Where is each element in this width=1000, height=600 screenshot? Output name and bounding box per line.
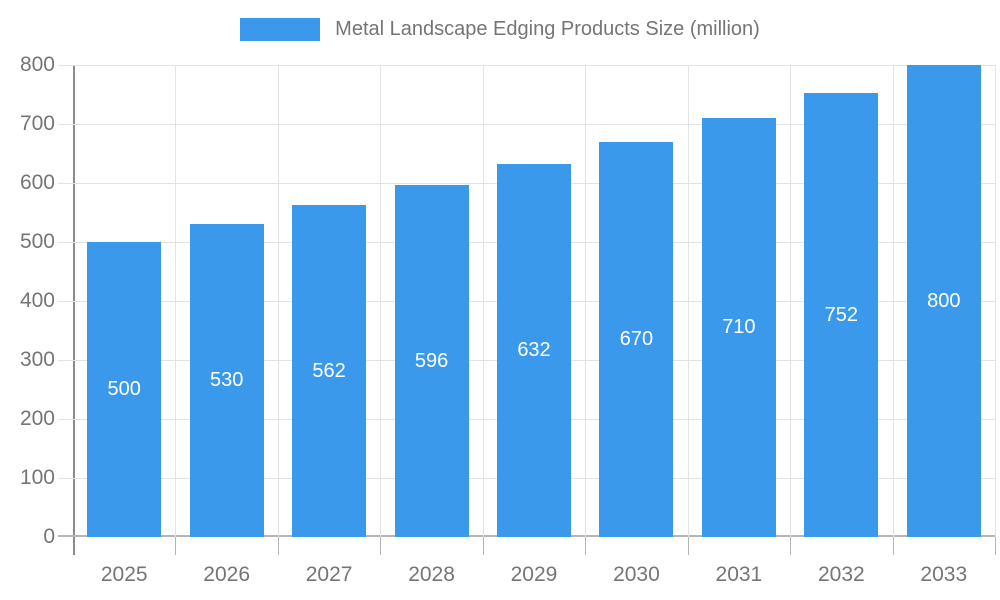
x-axis-label: 2032 (817, 563, 865, 586)
bar: 632 (497, 164, 571, 537)
bar-value-label: 632 (517, 339, 551, 362)
bar-value-label: 562 (312, 359, 346, 382)
x-axis-tick (380, 537, 382, 555)
h-gridline (58, 65, 995, 66)
bar: 500 (87, 242, 162, 537)
x-axis-tick (790, 537, 792, 555)
y-axis-label: 500 (19, 230, 55, 253)
v-gridline (585, 65, 587, 537)
bar-value-label: 500 (107, 378, 141, 400)
v-gridline (482, 65, 484, 537)
bar: 710 (701, 118, 776, 537)
x-axis-tick (995, 537, 996, 555)
x-axis-label: 2026 (203, 563, 251, 586)
y-axis-line (73, 65, 75, 555)
bar-value-label: 670 (619, 327, 654, 350)
y-axis-label: 800 (19, 53, 55, 76)
legend-swatch (240, 18, 321, 41)
v-gridline (277, 65, 279, 537)
x-axis-tick (277, 537, 279, 555)
x-axis-tick (482, 537, 484, 555)
x-axis-label: 2029 (510, 563, 558, 586)
bar: 670 (599, 141, 674, 537)
v-gridline (687, 65, 689, 537)
x-axis-tick (892, 537, 894, 555)
x-axis-label: 2028 (408, 563, 455, 586)
y-axis-label: 300 (19, 348, 55, 371)
v-gridline (790, 65, 792, 537)
bar: 800 (906, 65, 981, 537)
bar: 562 (292, 205, 367, 537)
y-axis-label: 700 (19, 112, 55, 135)
legend-label: Metal Landscape Edging Products Size (mi… (335, 18, 760, 40)
v-gridline (175, 65, 177, 537)
x-axis-label: 2033 (920, 563, 968, 586)
y-axis-label: 0 (43, 525, 55, 548)
bar-value-label: 752 (824, 303, 859, 326)
chart-legend: Metal Landscape Edging Products Size (mi… (0, 18, 1000, 41)
x-axis-tick (585, 537, 587, 555)
plot-area: 0 100 200 300 400 500 600 700 800 500 2025 530 2026 5… (20, 54, 996, 586)
x-axis-tick (175, 537, 177, 555)
bar-value-label: 800 (927, 289, 961, 312)
bar-value-label: 596 (414, 349, 449, 372)
bar: 596 (394, 185, 469, 537)
v-gridline (995, 65, 996, 537)
x-axis-label: 2027 (305, 563, 353, 586)
y-axis-label: 400 (19, 289, 55, 312)
bar-value-label: 530 (209, 369, 244, 392)
bar-value-label: 710 (722, 316, 756, 339)
x-axis-tick (687, 537, 689, 555)
x-axis-label: 2025 (100, 563, 148, 586)
y-axis-label: 200 (19, 407, 55, 430)
v-gridline (380, 65, 382, 537)
y-axis-label: 600 (19, 171, 55, 194)
bar: 530 (189, 224, 264, 537)
h-gridline (58, 124, 995, 125)
x-axis-label: 2031 (715, 563, 763, 586)
x-axis-label: 2030 (613, 563, 660, 586)
y-axis-label: 100 (19, 466, 55, 489)
v-gridline (892, 65, 894, 537)
bar: 752 (804, 93, 879, 537)
